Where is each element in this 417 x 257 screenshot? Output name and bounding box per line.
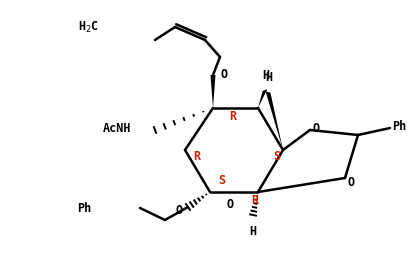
Text: O: O [226, 198, 234, 212]
Text: H$_2$C: H$_2$C [78, 20, 99, 34]
Text: H: H [249, 225, 256, 238]
Text: O: O [176, 204, 183, 216]
Text: Ph: Ph [77, 201, 91, 215]
Text: AcNH: AcNH [103, 122, 131, 134]
Text: O: O [313, 122, 320, 134]
Text: H: H [266, 71, 273, 84]
Text: S: S [274, 151, 281, 163]
Text: S: S [219, 173, 226, 187]
Text: R: R [229, 109, 236, 123]
Text: O: O [221, 68, 228, 80]
Text: Ph: Ph [392, 120, 406, 133]
Polygon shape [266, 91, 283, 150]
Text: H: H [262, 69, 269, 82]
Polygon shape [258, 89, 267, 108]
Text: R: R [251, 194, 259, 207]
Text: R: R [193, 151, 201, 163]
Polygon shape [211, 75, 216, 108]
Text: O: O [348, 176, 355, 188]
